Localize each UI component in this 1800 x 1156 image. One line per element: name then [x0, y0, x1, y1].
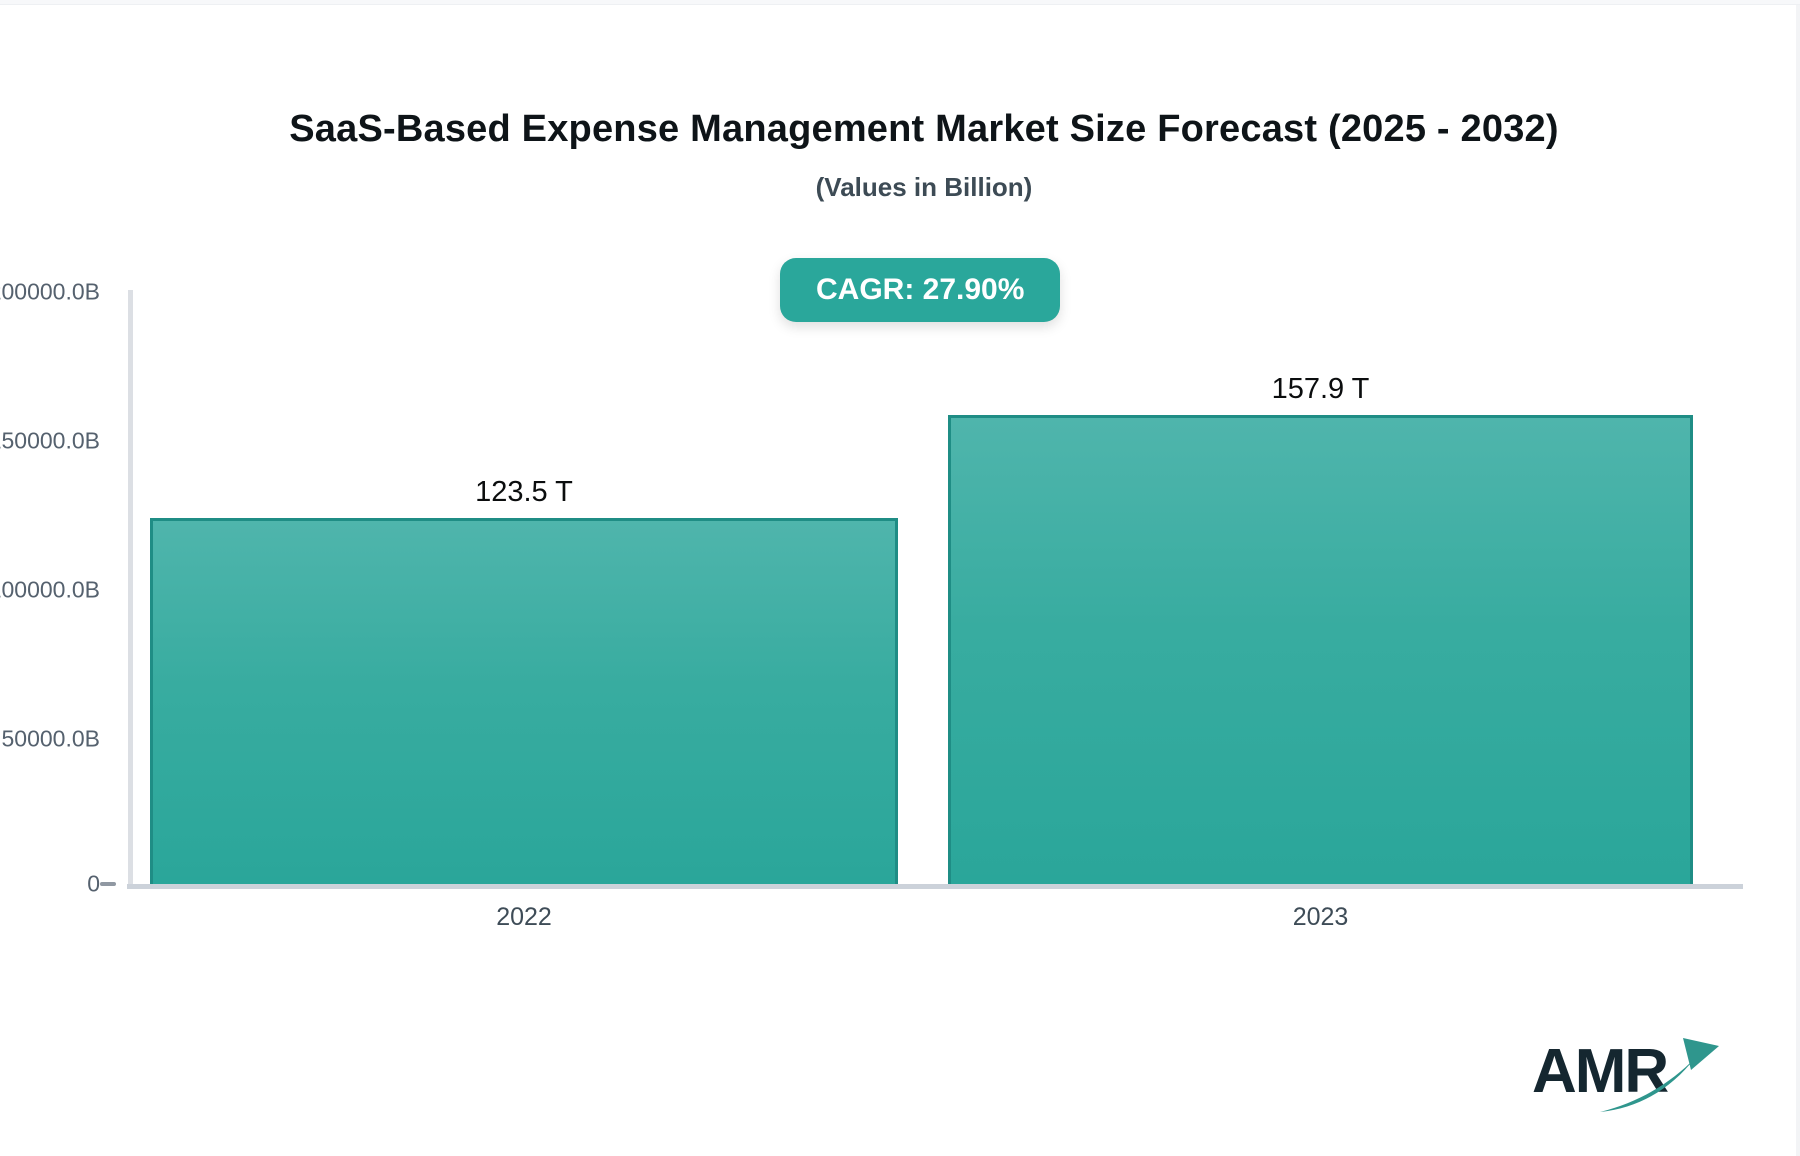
y-axis-line [128, 290, 133, 886]
bar-2022[interactable] [150, 518, 898, 886]
x-tick-label-2022: 2022 [496, 903, 552, 931]
x-tick-label-2023: 2023 [1292, 903, 1349, 931]
y-axis-tick-label: 50000.0B [1, 725, 100, 752]
page-top-strip [0, 0, 1800, 5]
y-axis-tick-label: 200000.0B [0, 278, 100, 305]
chart-subtitle: (Values in Billion) [815, 172, 1033, 202]
x-axis-baseline [127, 884, 1743, 889]
bar-column-2023: 157.9 T [948, 373, 1693, 886]
chart-title: SaaS-Based Expense Management Market Siz… [289, 108, 1559, 150]
bar-value-label: 157.9 T [1271, 373, 1370, 405]
page-right-strip [1796, 5, 1800, 1156]
cagr-badge: CAGR: 27.90% [780, 258, 1061, 322]
y-axis-tick-label: 150000.0B [0, 427, 100, 454]
bar-2023[interactable] [948, 415, 1693, 886]
y-axis-tick-label: 0 [87, 870, 100, 897]
bar-value-label: 123.5 T [475, 476, 573, 508]
zero-tick-mark [100, 882, 116, 886]
bar-column-2022: 123.5 T [150, 476, 898, 886]
y-axis-tick-label: 100000.0B [0, 576, 100, 603]
amr-logo: AMR [1532, 1030, 1772, 1140]
growth-arrow-icon [1600, 1038, 1719, 1112]
